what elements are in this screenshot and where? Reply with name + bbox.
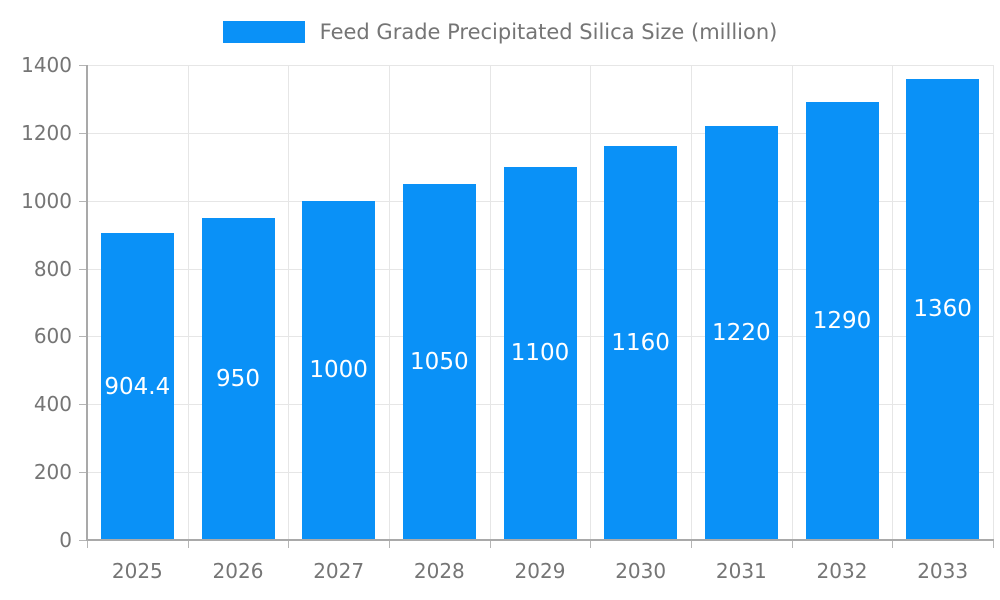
y-tick-label-1200: 1200 <box>21 120 72 145</box>
bar-value-label: 1360 <box>913 296 972 323</box>
y-axis-tick <box>79 336 87 338</box>
x-tick-label-2030: 2030 <box>615 559 667 583</box>
x-axis-tick <box>791 540 793 548</box>
y-axis-tick <box>79 65 87 66</box>
legend-label: Feed Grade Precipitated Silica Size (mil… <box>319 20 778 44</box>
bar-2026[interactable]: 950 <box>201 217 275 540</box>
y-tick-label-600: 600 <box>33 324 72 349</box>
y-axis-tick <box>79 540 87 541</box>
bar-2029[interactable]: 1100 <box>503 166 577 540</box>
x-axis-tick <box>288 540 290 548</box>
x-tick-label-2028: 2028 <box>413 559 465 583</box>
x-axis-tick <box>590 540 592 548</box>
legend-swatch-icon <box>222 21 305 43</box>
x-axis-tick <box>993 540 994 548</box>
v-gridline <box>288 65 290 540</box>
y-tick-label-400: 400 <box>33 392 72 417</box>
x-axis-tick <box>691 540 692 548</box>
x-tick-label-2031: 2031 <box>715 559 767 583</box>
v-gridline <box>791 65 793 540</box>
v-gridline <box>489 65 491 540</box>
y-tick-label-1000: 1000 <box>21 188 72 213</box>
y-tick-label-1400: 1400 <box>21 53 72 77</box>
v-gridline <box>590 65 592 540</box>
y-axis-line <box>86 65 88 541</box>
bar-value-label: 904.4 <box>104 373 171 400</box>
bar-value-label: 1000 <box>309 357 368 384</box>
bar-2027[interactable]: 1000 <box>302 200 376 540</box>
bar-2031[interactable]: 1220 <box>704 126 778 540</box>
bar-2030[interactable]: 1160 <box>604 146 678 540</box>
bar-2032[interactable]: 1290 <box>805 102 879 540</box>
y-axis-tick <box>79 200 87 202</box>
x-tick-label-2032: 2032 <box>816 559 868 583</box>
v-gridline <box>187 65 189 540</box>
plot-area: 904.4 950 1000 1050 1100 1160 1220 1290 1360 <box>87 65 994 540</box>
h-gridline <box>87 132 993 134</box>
x-axis-tick <box>389 540 390 548</box>
x-axis-tick <box>187 540 189 548</box>
bar-value-label: 950 <box>216 365 260 392</box>
legend[interactable]: Feed Grade Precipitated Silica Size (mil… <box>0 20 1000 44</box>
x-tick-label-2026: 2026 <box>212 559 264 583</box>
bar-value-label: 1050 <box>410 348 469 375</box>
v-gridline <box>993 65 994 540</box>
bar-2033[interactable]: 1360 <box>906 78 980 540</box>
v-gridline <box>691 65 692 540</box>
bar-value-label: 1100 <box>510 340 570 367</box>
bar-value-label: 1220 <box>712 320 771 347</box>
y-tick-label-200: 200 <box>33 460 72 485</box>
bar-2025[interactable]: 904.4 <box>100 233 174 540</box>
y-tick-label-0: 0 <box>59 528 72 552</box>
x-tick-label-2025: 2025 <box>111 559 163 583</box>
h-gridline <box>87 65 993 66</box>
v-gridline <box>389 65 390 540</box>
y-axis-tick <box>79 472 87 474</box>
y-axis-tick <box>79 268 87 270</box>
bar-value-label: 1290 <box>812 308 872 335</box>
y-axis-tick <box>79 132 87 134</box>
x-tick-label-2027: 2027 <box>313 559 365 583</box>
bar-2028[interactable]: 1050 <box>402 183 476 540</box>
x-tick-label-2033: 2033 <box>917 559 969 583</box>
x-axis-tick <box>892 540 894 548</box>
v-gridline <box>892 65 894 540</box>
y-axis-tick <box>79 404 87 406</box>
x-tick-label-2029: 2029 <box>514 559 566 583</box>
x-axis-tick <box>489 540 491 548</box>
bar-value-label: 1160 <box>611 330 670 357</box>
x-axis-tick <box>87 540 88 548</box>
x-axis-line <box>86 539 994 541</box>
y-tick-label-800: 800 <box>33 256 72 281</box>
